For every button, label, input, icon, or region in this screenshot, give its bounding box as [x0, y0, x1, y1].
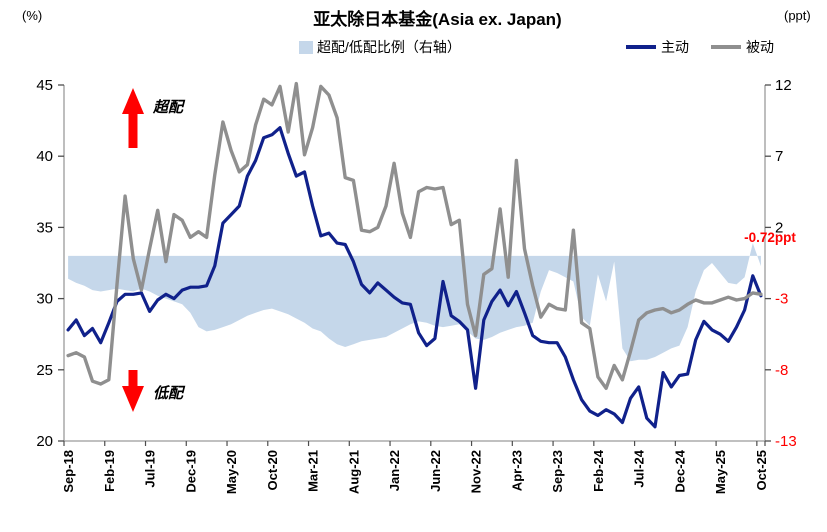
x-axis-tick-label: Jul-19 — [143, 450, 158, 488]
right-axis-tick-label: 12 — [775, 77, 792, 94]
x-axis-tick-label: May-20 — [224, 450, 239, 494]
left-axis-tick-label: 35 — [36, 219, 53, 236]
legend-item-active: 主动 — [626, 37, 689, 57]
underweight-annotation-label: 低配 — [153, 385, 186, 402]
ratio-area-series — [68, 243, 761, 362]
overweight-up-arrow-icon — [122, 88, 144, 148]
left-axis-tick-label: 45 — [36, 77, 53, 94]
underweight-down-arrow-icon — [122, 370, 144, 412]
x-axis-tick-label: Apr-23 — [509, 450, 524, 491]
x-axis-tick-label: Nov-22 — [469, 450, 484, 493]
left-axis-tick-label: 30 — [36, 291, 53, 308]
x-axis-tick-label: Dec-19 — [183, 450, 198, 493]
active-line-swatch-icon — [626, 45, 656, 49]
right-axis-tick-label: -3 — [775, 291, 788, 308]
right-axis-unit-label: (ppt) — [784, 8, 811, 23]
x-axis-tick-label: Aug-21 — [346, 450, 361, 494]
legend-label-ratio: 超配/低配比例（右轴） — [317, 39, 461, 55]
legend-item-ratio: 超配/低配比例（右轴） — [299, 37, 461, 57]
x-axis-tick-label: Feb-24 — [591, 449, 606, 492]
right-axis-tick-label: 7 — [775, 148, 783, 165]
legend-label-passive: 被动 — [746, 39, 774, 55]
area-swatch-icon — [299, 40, 313, 54]
active-series-line — [66, 126, 763, 429]
x-axis-tick-label: Jan-22 — [387, 450, 402, 491]
x-axis-tick-label: Sep-23 — [550, 450, 565, 493]
x-axis-tick-label: Feb-19 — [102, 450, 117, 492]
passive-series-line — [66, 81, 763, 390]
chart-title: 亚太除日本基金(Asia ex. Japan) — [313, 10, 562, 29]
right-axis-tick-label: -13 — [775, 433, 797, 450]
x-axis-tick-label: Dec-24 — [672, 449, 687, 492]
left-axis-tick-label: 25 — [36, 362, 53, 379]
right-axis-tick-label: 2 — [775, 219, 783, 236]
right-axis-tick-label: -8 — [775, 362, 788, 379]
passive-line-swatch-icon — [711, 45, 741, 49]
last-value-label: -0.72ppt — [744, 230, 796, 245]
x-axis-tick-label: Sep-18 — [61, 450, 76, 493]
overweight-annotation-label: 超配 — [152, 99, 186, 116]
left-axis-tick-label: 40 — [36, 148, 53, 165]
x-axis-tick-label: May-25 — [713, 450, 728, 494]
x-axis-tick-label: Oct-20 — [265, 450, 280, 490]
legend-label-active: 主动 — [661, 39, 689, 55]
legend-item-passive: 被动 — [711, 37, 774, 57]
x-axis-tick-label: Jul-24 — [632, 449, 647, 487]
left-axis-tick-label: 20 — [36, 433, 53, 450]
left-axis-unit-label: (%) — [22, 8, 43, 23]
x-axis-tick-label: Oct-25 — [754, 450, 769, 490]
x-axis-tick-label: Jun-22 — [428, 450, 443, 492]
x-axis-tick-label: Mar-21 — [306, 450, 321, 492]
